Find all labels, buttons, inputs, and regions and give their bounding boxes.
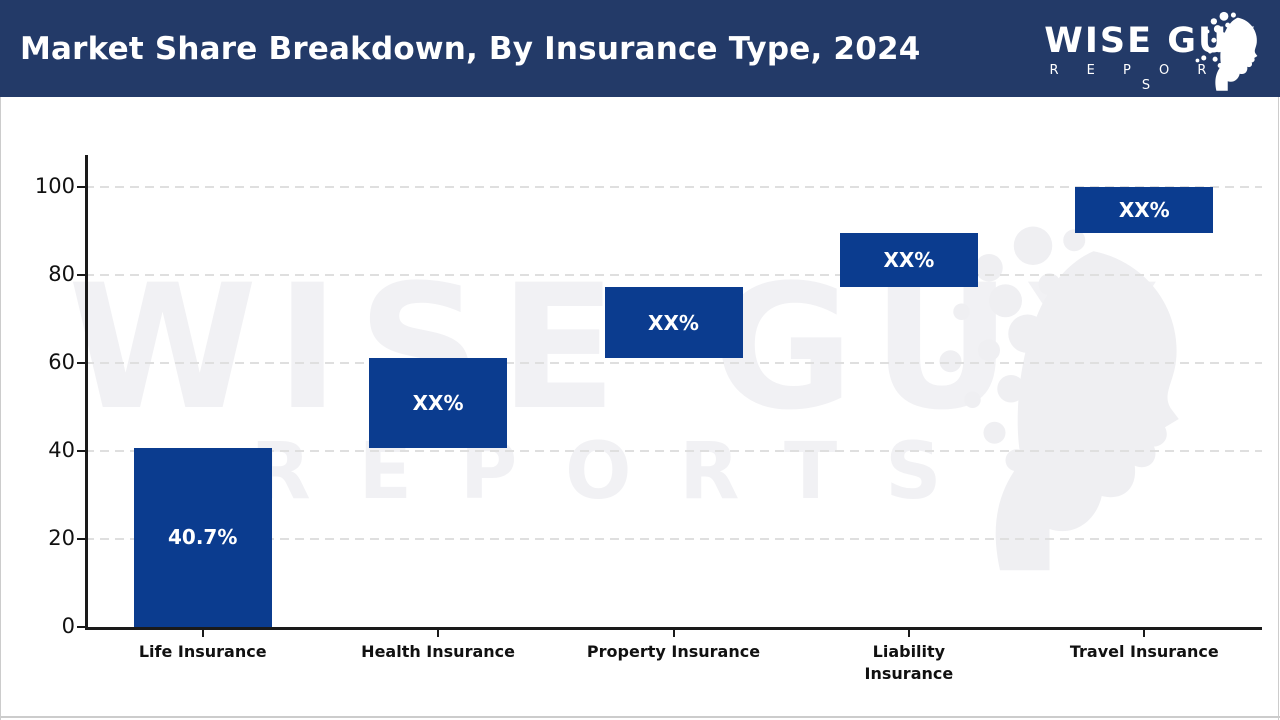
y-axis-spine (85, 155, 88, 630)
x-tick-mark (201, 629, 204, 637)
x-axis-label-4: Liability Insurance (864, 642, 954, 683)
plot-area: 0 20 40 60 80 100 40.7% Life Insurance XX% Health… (0, 97, 1280, 720)
x-tick-mark (672, 629, 675, 637)
header-bar: Market Share Breakdown, By Insurance Typ… (0, 0, 1280, 97)
x-axis-label-5: Travel Insurance (1069, 642, 1219, 661)
y-tick-mark (77, 538, 85, 540)
page-title: Market Share Breakdown, By Insurance Typ… (20, 30, 921, 67)
bar-value-label: XX% (1118, 198, 1170, 223)
bar-liability-insurance: XX% (839, 233, 978, 287)
y-tick-mark (77, 186, 85, 188)
bar-value-label: 40.7% (167, 525, 238, 550)
x-tick-mark (1143, 629, 1146, 637)
bar-value-label: XX% (648, 310, 699, 335)
x-tick-mark (907, 629, 910, 637)
y-tick-label: 100 (34, 174, 75, 198)
bar-value-label: XX% (883, 248, 935, 273)
x-axis-label-1: Life Insurance (138, 642, 267, 661)
frame-border-bottom (0, 716, 1280, 718)
y-tick-label: 40 (48, 438, 75, 462)
bar-value-label: XX% (412, 391, 464, 416)
x-axis-label-2: Health Insurance (361, 642, 515, 661)
y-tick-label: 20 (48, 526, 75, 550)
watermark-reports: REPORTS (250, 427, 990, 517)
brand-logo: WISE GUY R E P O R T S (1010, 6, 1270, 94)
gridline-80 (85, 274, 1262, 276)
y-tick-label: 60 (48, 350, 75, 374)
gridline-40 (85, 450, 1262, 452)
y-tick-mark (77, 362, 85, 364)
frame-border-left (0, 97, 1, 720)
gridline-60 (85, 362, 1262, 364)
y-tick-mark (77, 450, 85, 452)
x-axis-label-3: Property Insurance (586, 642, 761, 661)
dotted-face-icon (1195, 11, 1258, 91)
x-tick-mark (437, 629, 440, 637)
y-tick-mark (77, 626, 85, 628)
bar-travel-insurance: XX% (1075, 187, 1214, 234)
bar-health-insurance: XX% (369, 358, 508, 448)
brand-subtitle: R E P O R T S (1049, 63, 1255, 93)
y-tick-mark (77, 274, 85, 276)
y-tick-label: 0 (61, 614, 75, 638)
y-tick-label: 80 (48, 262, 75, 286)
frame-border-right (1278, 97, 1279, 720)
bar-property-insurance: XX% (604, 286, 743, 359)
chart-region: WISE GUY REPORTS 0 20 40 60 80 100 40.7% Life I… (0, 97, 1280, 720)
gridline-20 (85, 538, 1262, 540)
x-axis-spine (85, 627, 1262, 630)
gridline-100 (85, 186, 1262, 188)
bar-life-insurance: 40.7% (133, 447, 272, 627)
